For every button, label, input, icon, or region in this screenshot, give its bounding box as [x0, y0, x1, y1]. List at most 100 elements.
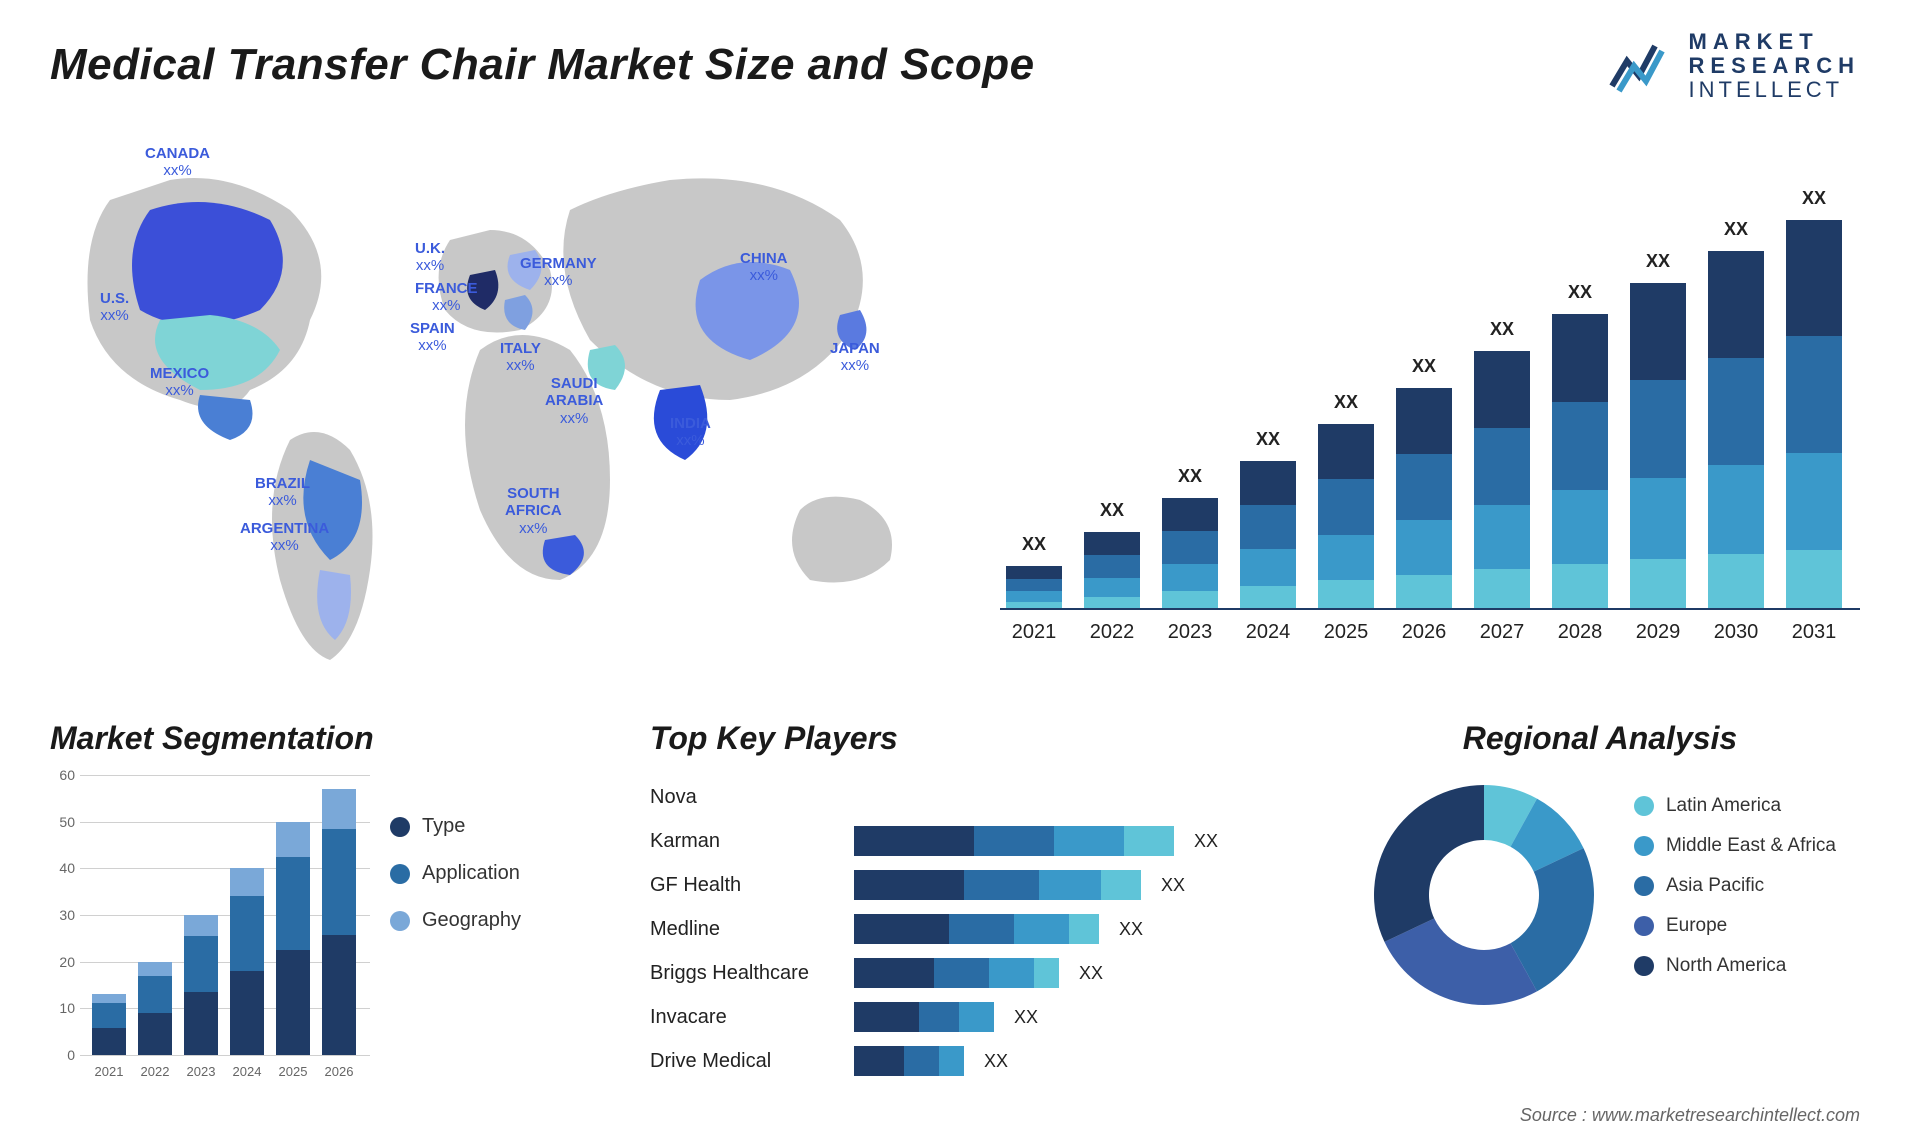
legend-dot-icon — [1634, 916, 1654, 936]
player-bar — [854, 1002, 994, 1032]
main-bar-value: XX — [1474, 319, 1530, 340]
main-bar-value: XX — [1552, 282, 1608, 303]
main-bar: XX — [1396, 388, 1452, 609]
legend-label: Type — [422, 815, 465, 838]
main-bar-value: XX — [1162, 466, 1218, 487]
map-label: SPAINxx% — [410, 320, 455, 355]
main-x-label: 2028 — [1552, 621, 1608, 644]
main-bar: XX — [1786, 220, 1842, 609]
player-row: Briggs HealthcareXX — [650, 951, 1270, 995]
main-chart-area: XXXXXXXXXXXXXXXXXXXXXX — [1000, 190, 1860, 610]
main-x-label: 2031 — [1786, 621, 1842, 644]
player-row: Nova — [650, 775, 1270, 819]
main-bar-value: XX — [1396, 356, 1452, 377]
map-label: SAUDIARABIAxx% — [545, 375, 603, 427]
player-bar — [854, 914, 1099, 944]
seg-bar — [322, 789, 356, 1055]
main-x-label: 2023 — [1162, 621, 1218, 644]
legend-item: Geography — [390, 909, 610, 932]
seg-bar — [276, 822, 310, 1055]
legend-item: Europe — [1634, 915, 1836, 937]
main-bar-value: XX — [1708, 219, 1764, 240]
legend-label: Latin America — [1666, 795, 1781, 817]
player-row: GF HealthXX — [650, 863, 1270, 907]
legend-item: Middle East & Africa — [1634, 835, 1836, 857]
player-name: Medline — [650, 918, 840, 941]
main-x-label: 2025 — [1318, 621, 1374, 644]
world-map-svg — [50, 140, 950, 700]
regional-legend: Latin America Middle East & Africa Asia Pa… — [1634, 795, 1836, 995]
main-bar: XX — [1474, 351, 1530, 608]
segmentation-bars — [86, 775, 366, 1055]
map-label: ITALYxx% — [500, 340, 541, 375]
main-x-label: 2022 — [1084, 621, 1140, 644]
map-label: U.K.xx% — [415, 240, 445, 275]
seg-y-label: 0 — [50, 1047, 75, 1063]
map-label: SOUTHAFRICAxx% — [505, 485, 562, 537]
legend-label: North America — [1666, 955, 1786, 977]
main-bar-value: XX — [1630, 251, 1686, 272]
main-bar-value: XX — [1318, 392, 1374, 413]
logo-line1: MARKET — [1689, 30, 1860, 54]
seg-y-label: 20 — [50, 954, 75, 970]
seg-bar — [184, 915, 218, 1055]
seg-y-label: 60 — [50, 767, 75, 783]
legend-item: Type — [390, 815, 610, 838]
players-list: NovaKarmanXXGF HealthXXMedlineXXBriggs H… — [650, 775, 1270, 1083]
map-label: MEXICOxx% — [150, 365, 209, 400]
seg-x-label: 2026 — [322, 1064, 356, 1079]
player-row: KarmanXX — [650, 819, 1270, 863]
legend-item: Latin America — [1634, 795, 1836, 817]
main-bar: XX — [1084, 532, 1140, 608]
player-row: MedlineXX — [650, 907, 1270, 951]
legend-label: Europe — [1666, 915, 1727, 937]
main-x-label: 2027 — [1474, 621, 1530, 644]
player-name: Drive Medical — [650, 1050, 840, 1073]
logo-line2: RESEARCH — [1689, 54, 1860, 78]
players-section: Top Key Players NovaKarmanXXGF HealthXXM… — [650, 720, 1270, 1083]
main-bar: XX — [1318, 424, 1374, 608]
legend-label: Asia Pacific — [1666, 875, 1764, 897]
main-x-label: 2029 — [1630, 621, 1686, 644]
player-value: XX — [984, 1051, 1008, 1072]
logo-line3: INTELLECT — [1689, 78, 1860, 102]
legend-dot-icon — [1634, 956, 1654, 976]
seg-y-label: 50 — [50, 814, 75, 830]
regional-section: Regional Analysis Latin America Middle Ea… — [1320, 720, 1880, 1015]
regional-title: Regional Analysis — [1320, 720, 1880, 757]
map-label: BRAZILxx% — [255, 475, 310, 510]
main-bar-value: XX — [1786, 188, 1842, 209]
players-title: Top Key Players — [650, 720, 1270, 757]
legend-label: Application — [422, 862, 520, 885]
seg-x-label: 2024 — [230, 1064, 264, 1079]
main-bar: XX — [1162, 498, 1218, 608]
main-bar-value: XX — [1006, 534, 1062, 555]
segmentation-chart: 0102030405060202120222023202420252026 — [50, 775, 370, 1085]
legend-dot-icon — [390, 911, 410, 931]
seg-y-label: 10 — [50, 1000, 75, 1016]
main-x-label: 2026 — [1396, 621, 1452, 644]
main-x-label: 2021 — [1006, 621, 1062, 644]
map-label: FRANCExx% — [415, 280, 478, 315]
main-x-label: 2030 — [1708, 621, 1764, 644]
player-name: Invacare — [650, 1006, 840, 1029]
legend-dot-icon — [1634, 876, 1654, 896]
legend-item: Asia Pacific — [1634, 875, 1836, 897]
main-bar: XX — [1240, 461, 1296, 608]
seg-x-label: 2021 — [92, 1064, 126, 1079]
main-bar-value: XX — [1240, 429, 1296, 450]
player-bar — [854, 1046, 964, 1076]
legend-item: Application — [390, 862, 610, 885]
player-row: Drive Medical XX — [650, 1039, 1270, 1083]
logo-icon — [1607, 36, 1677, 96]
map-label: CANADAxx% — [145, 145, 210, 180]
brand-logo: MARKET RESEARCH INTELLECT — [1607, 30, 1860, 103]
segmentation-legend: Type Application Geography — [390, 775, 610, 932]
map-label: GERMANYxx% — [520, 255, 597, 290]
legend-dot-icon — [1634, 836, 1654, 856]
legend-dot-icon — [390, 817, 410, 837]
legend-label: Geography — [422, 909, 521, 932]
player-bar — [854, 826, 1174, 856]
map-label: CHINAxx% — [740, 250, 788, 285]
map-label: ARGENTINAxx% — [240, 520, 329, 555]
